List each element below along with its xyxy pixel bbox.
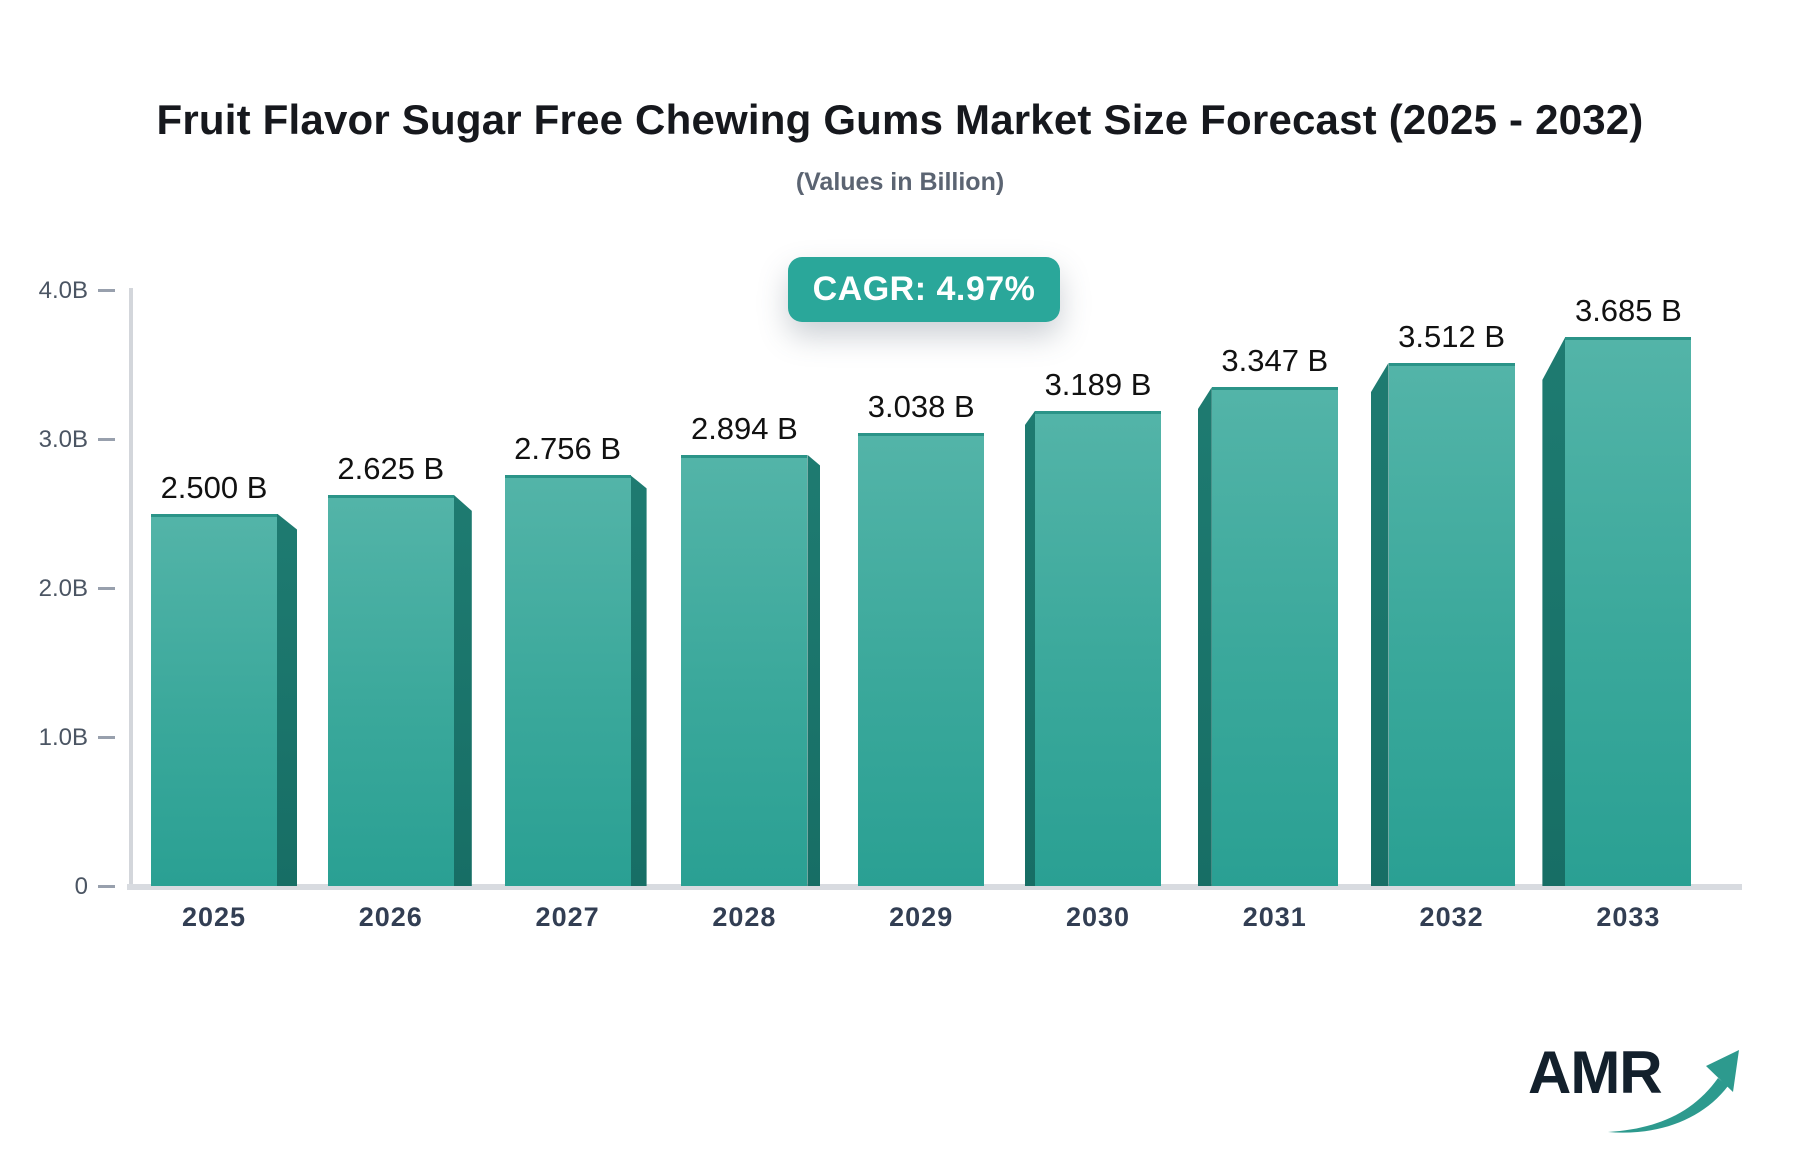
x-axis-label-2030: 2030	[1065, 902, 1131, 932]
value-label-2026: 2.625 B	[337, 450, 445, 486]
bar-2030	[1035, 410, 1161, 886]
value-label-2031: 3.347 B	[1221, 343, 1329, 379]
x-axis-label-2032: 2032	[1419, 902, 1484, 932]
bar-2031	[1211, 387, 1338, 886]
y-axis-tick	[98, 587, 115, 590]
value-label-2030: 3.189 B	[1044, 366, 1152, 402]
amr-logo: AMR	[1528, 1030, 1758, 1133]
bar-2026	[327, 494, 454, 886]
x-axis-label-2031: 2031	[1242, 902, 1307, 932]
bar-2030-side-face	[1025, 410, 1035, 886]
bar-2029	[858, 433, 985, 886]
value-label-2029: 3.038 B	[867, 389, 975, 425]
x-axis-label-2025: 2025	[181, 902, 247, 932]
bar-2031-side-face	[1197, 387, 1212, 886]
bar-2027	[504, 475, 631, 886]
value-label-2028: 2.894 B	[690, 410, 798, 446]
x-axis-label-2026: 2026	[358, 902, 423, 932]
bar-2027-side-face	[630, 475, 647, 886]
bar-2033-side-face	[1542, 336, 1566, 886]
y-axis-tick-label: 4.0B	[38, 277, 88, 304]
y-axis-tick	[98, 736, 115, 739]
y-axis-tick	[98, 438, 115, 441]
y-axis-line	[129, 288, 133, 888]
value-label-2027: 2.756 B	[514, 431, 622, 467]
x-axis-label-2029: 2029	[889, 902, 954, 932]
growth-arrow-icon	[1608, 1050, 1739, 1133]
cagr-badge: CAGR: 4.97%	[788, 257, 1060, 322]
y-axis-tick	[98, 289, 115, 292]
bar-2032	[1388, 362, 1515, 886]
chart-subtitle: (Values in Billion)	[795, 168, 1005, 196]
bar-2025-side-face	[277, 513, 297, 886]
value-label-2032: 3.512 B	[1398, 318, 1506, 354]
bar-2026-side-face	[453, 494, 472, 886]
bar-2033	[1565, 336, 1692, 886]
bar-2028-side-face	[807, 454, 821, 886]
y-axis-tick	[98, 885, 115, 888]
bar-2032-side-face	[1370, 362, 1389, 886]
y-axis-tick-label: 0	[74, 873, 88, 900]
value-label-2025: 2.500 B	[160, 469, 268, 505]
x-axis-baseline	[127, 884, 1742, 890]
y-axis-tick-label: 1.0B	[38, 724, 88, 751]
value-label-2033: 3.685 B	[1574, 292, 1682, 328]
y-axis-tick-label: 3.0B	[38, 426, 88, 453]
x-axis-label-2027: 2027	[535, 902, 600, 932]
x-axis-label-2033: 2033	[1596, 902, 1661, 932]
bar-2025	[151, 513, 277, 886]
cagr-badge-label: CAGR: 4.97%	[812, 270, 1036, 308]
x-axis-label-2028: 2028	[712, 902, 777, 932]
amr-logo-text: AMR	[1528, 1039, 1663, 1106]
chart-title: Fruit Flavor Sugar Free Chewing Gums Mar…	[156, 96, 1644, 143]
y-axis-tick-label: 2.0B	[38, 575, 88, 602]
bar-2028	[681, 454, 808, 886]
